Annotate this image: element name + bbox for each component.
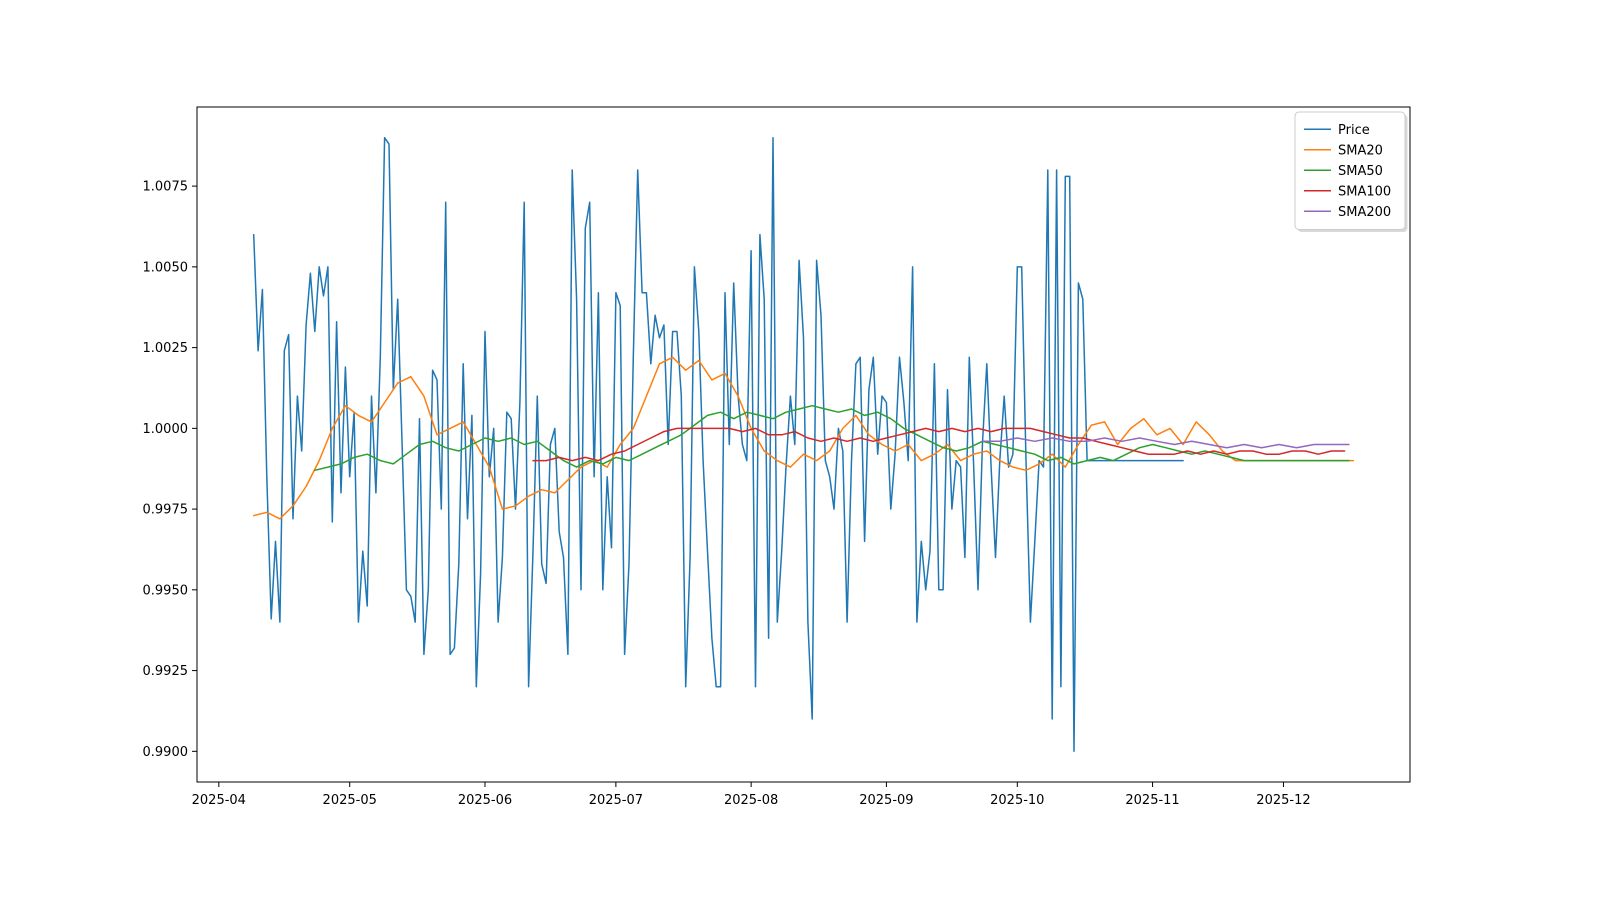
legend-label: Price <box>1338 123 1370 138</box>
y-tick-label: 0.9925 <box>143 664 189 679</box>
y-tick-label: 0.9900 <box>143 745 189 760</box>
x-tick-label: 2025-07 <box>589 793 643 808</box>
x-tick-label: 2025-08 <box>724 793 778 808</box>
series-line-sma50 <box>314 404 1350 472</box>
y-tick-label: 0.9950 <box>143 583 189 598</box>
legend-label: SMA100 <box>1338 184 1391 199</box>
axes-frame <box>196 106 1411 783</box>
x-tick-label: 2025-05 <box>323 793 377 808</box>
series-line-price <box>252 136 1184 753</box>
series-line-sma100 <box>532 427 1346 462</box>
x-tick-label: 2025-06 <box>458 793 512 808</box>
y-tick-label: 1.0025 <box>143 341 189 356</box>
y-tick-label: 1.0000 <box>143 422 189 437</box>
legend-entry-sma100: SMA100 <box>1304 184 1391 199</box>
series-line-sma20 <box>252 356 1355 520</box>
legend-box <box>1294 111 1406 230</box>
legend-label: SMA200 <box>1338 205 1391 220</box>
legend: Price SMA20 SMA50 SMA100 SMA200 <box>1294 111 1408 232</box>
x-tick-label: 2025-11 <box>1125 793 1179 808</box>
x-tick-label: 2025-04 <box>192 793 246 808</box>
legend-entry-price: Price <box>1304 123 1370 138</box>
legend-label: SMA50 <box>1338 164 1383 179</box>
x-tick-label: 2025-09 <box>859 793 913 808</box>
x-tick-label: 2025-10 <box>990 793 1044 808</box>
legend-label: SMA20 <box>1338 143 1383 158</box>
series-line-sma200 <box>981 437 1350 449</box>
legend-entry-sma50: SMA50 <box>1304 164 1383 179</box>
y-tick-label: 0.9975 <box>143 503 189 518</box>
y-tick-label: 1.0075 <box>143 180 189 195</box>
legend-entry-sma20: SMA20 <box>1304 143 1383 158</box>
x-tick-label: 2025-12 <box>1256 793 1310 808</box>
y-tick-label: 1.0050 <box>143 260 189 275</box>
legend-entry-sma200: SMA200 <box>1304 205 1391 220</box>
